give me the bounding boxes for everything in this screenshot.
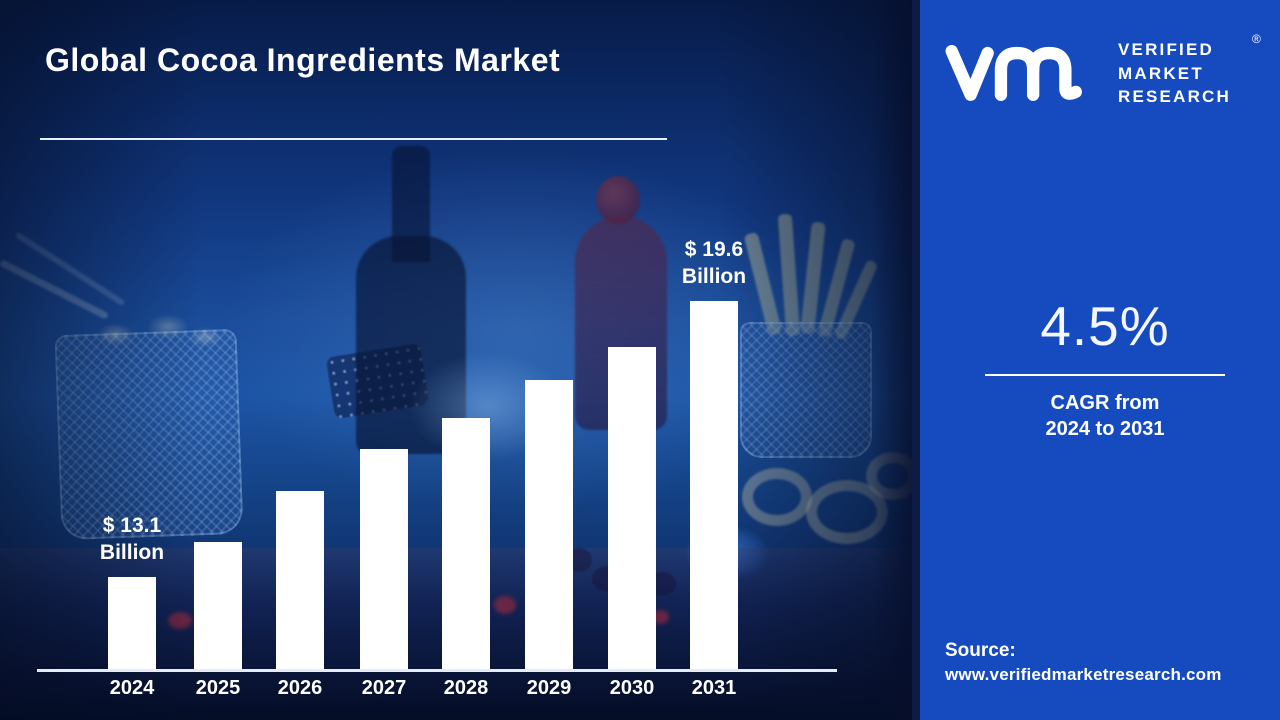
cagr-caption-line: 2024 to 2031 [1045,418,1165,440]
source-block: Source: www.verifiedmarketresearch.com [945,638,1275,686]
x-axis-line [37,669,837,672]
x-axis-label-2028: 2028 [443,677,489,699]
bar-2031 [690,301,738,670]
x-axis-label-2025: 2025 [195,677,241,699]
x-axis-label-2031: 2031 [691,677,737,699]
bar-2026 [276,491,324,670]
page-title: Global Cocoa Ingredients Market [45,42,561,78]
bar-chart: 2024 2025 2026 2027 2028 2029 2030 2031 $ 13.1 Bi… [99,238,747,699]
brand-name: VERIFIED MARKET RESEARCH [1118,38,1268,109]
brand-name-line: RESEARCH [1118,87,1232,106]
value-label-2031: $ 19.6 Billion [681,238,747,288]
source-url[interactable]: www.verifiedmarketresearch.com [945,665,1222,684]
value-label-2024: $ 13.1 Billion [99,514,165,564]
brand-name-line: VERIFIED [1118,40,1215,59]
background-photo [0,0,920,720]
source-label: Source: [945,640,1016,661]
bar-2027 [360,449,408,670]
cagr-caption-line: CAGR from [1050,392,1160,414]
title-underline [40,138,667,140]
x-axis-label-2027: 2027 [361,677,407,699]
x-axis-label-2029: 2029 [526,677,572,699]
bar-2030 [608,347,656,670]
brand-name-line: MARKET [1118,63,1204,83]
vmr-logo-icon [945,45,1082,101]
bar-2025 [194,542,242,670]
cagr-block: 4.5% CAGR from 2024 to 2031 [965,294,1245,442]
x-axis-label-2030: 2030 [609,677,655,699]
cagr-value: 4.5% [1040,295,1170,357]
bar-2029 [525,380,573,670]
brand-panel: VERIFIED MARKET RESEARCH ® 4.5% CAGR fro… [912,0,1280,720]
cagr-divider [985,374,1225,376]
bar-2024 [108,577,156,670]
registered-trademark-icon: ® [1252,32,1261,46]
x-axis-label-2024: 2024 [109,677,155,699]
bar-2028 [442,418,490,670]
cagr-caption: CAGR from 2024 to 2031 [965,390,1245,442]
x-axis-label-2026: 2026 [277,677,323,699]
